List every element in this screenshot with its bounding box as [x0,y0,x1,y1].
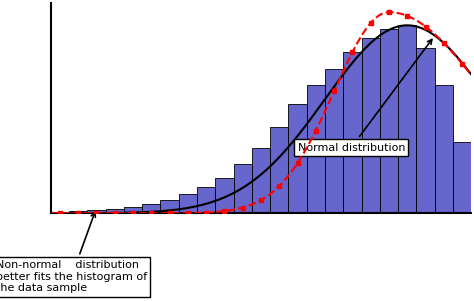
Bar [343,52,362,213]
Bar [124,207,142,213]
Text: Normal distribution: Normal distribution [298,39,432,153]
Bar [435,85,453,213]
Bar [51,212,69,213]
Bar [215,178,234,213]
Bar [453,142,471,213]
Bar [288,104,307,213]
Bar [307,85,325,213]
Bar [362,39,380,213]
Bar [325,69,343,213]
Bar [160,200,179,213]
Text: Non-normal    distribution
better fits the histogram of
the data sample: Non-normal distribution better fits the … [0,213,147,293]
Bar [179,194,197,213]
Bar [142,204,160,213]
Bar [380,29,398,213]
Bar [416,48,435,213]
Bar [234,164,252,213]
Bar [106,209,124,213]
Bar [69,211,87,213]
Bar [270,127,288,213]
Bar [252,147,270,213]
Bar [197,187,215,213]
Bar [87,210,106,213]
Bar [398,25,416,213]
